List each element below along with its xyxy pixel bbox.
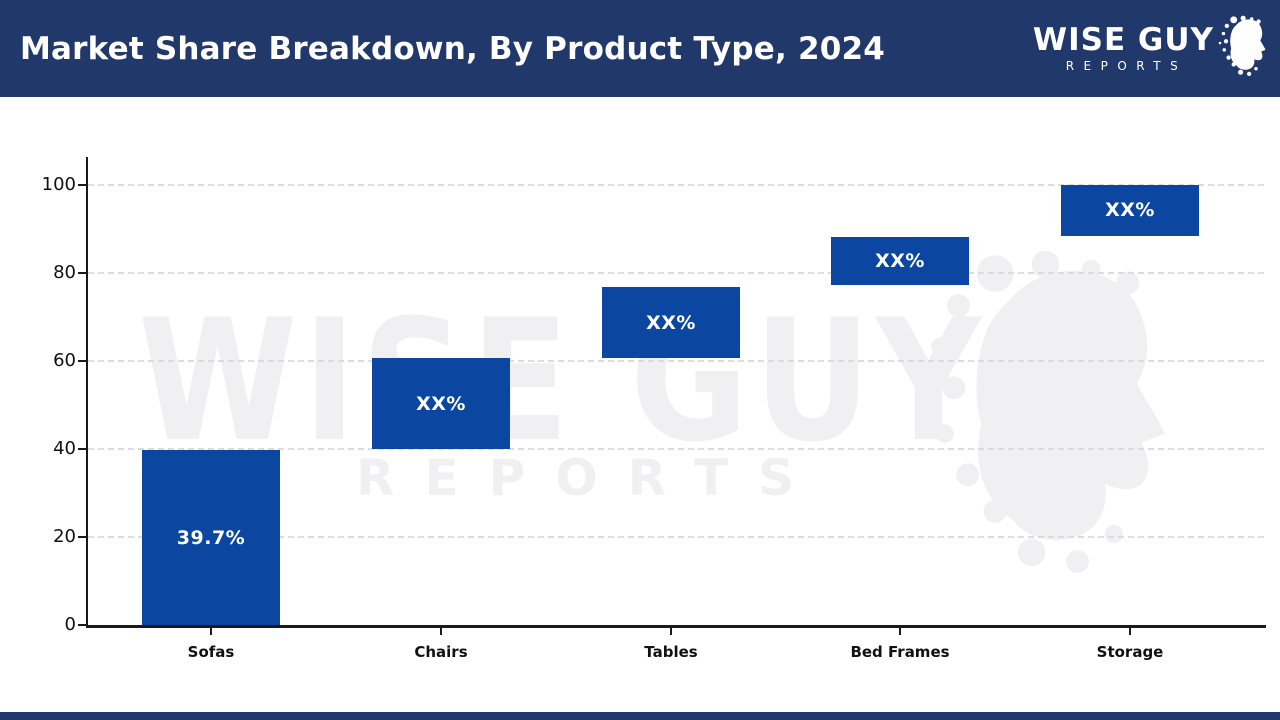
x-tick-mark [670, 628, 672, 635]
wiseguy-logo-text: WISE GUY REPORTS [1033, 24, 1214, 74]
y-tick-label: 40 [53, 438, 76, 459]
bar-chairs: XX% [372, 358, 510, 450]
logo-subtitle: REPORTS [1065, 59, 1188, 74]
chart-canvas: WISE GUY REPORTS 0 20 40 60 80 100 39.7% Sofas X… [0, 97, 1280, 712]
y-axis-spine [86, 157, 88, 627]
logo-wordmark: WISE GUY [1032, 21, 1214, 58]
watermark-subtitle: REPORTS [356, 449, 825, 507]
y-tick-mark [78, 184, 86, 186]
y-tick-mark [78, 272, 86, 274]
plot-area: 0 20 40 60 80 100 39.7% Sofas XX% Chairs XX% Tables… [0, 97, 1280, 712]
bar-storage: XX% [1061, 185, 1199, 236]
y-tick-label: 80 [53, 262, 76, 283]
header-banner: Market Share Breakdown, By Product Type,… [0, 0, 1280, 97]
y-tick-label: 60 [53, 350, 76, 371]
x-axis-label: Storage [1096, 643, 1164, 661]
y-tick-mark [78, 360, 86, 362]
x-axis-label: Sofas [187, 643, 235, 661]
bar-value-label: XX% [646, 311, 696, 334]
x-tick-mark [440, 628, 442, 635]
gridline-40 [88, 448, 1264, 450]
watermark-wordmark: WISE GUY [138, 283, 986, 479]
y-tick-mark [78, 624, 86, 626]
bar-tables: XX% [602, 287, 740, 359]
x-axis-label: Tables [644, 643, 698, 661]
gridline-80 [88, 272, 1264, 274]
bar-value-label: 39.7% [176, 526, 246, 549]
x-axis-label: Chairs [414, 643, 468, 661]
wiseguy-head-icon [1218, 15, 1266, 76]
y-tick-mark [78, 536, 86, 538]
gridline-60 [88, 360, 1264, 362]
gridline-100 [88, 184, 1264, 186]
x-tick-mark [210, 628, 212, 635]
bar-bed-frames: XX% [831, 236, 969, 286]
x-axis-spine [86, 625, 1266, 628]
x-tick-mark [899, 628, 901, 635]
y-tick-mark [78, 448, 86, 450]
footer-bar [0, 712, 1280, 720]
y-tick-label: 20 [53, 526, 76, 547]
chart-title: Market Share Breakdown, By Product Type,… [20, 30, 886, 67]
gridline-20 [88, 536, 1264, 538]
bar-value-label: XX% [416, 392, 466, 415]
y-tick-label: 0 [64, 614, 76, 635]
x-axis-label: Bed Frames [850, 643, 950, 661]
bar-value-label: XX% [1105, 199, 1155, 222]
wiseguy-logo: WISE GUY REPORTS [1033, 13, 1268, 85]
bar-value-label: XX% [875, 250, 925, 273]
bar-sofas: 39.7% [142, 450, 280, 625]
x-tick-mark [1129, 628, 1131, 635]
y-tick-label: 100 [41, 174, 76, 195]
